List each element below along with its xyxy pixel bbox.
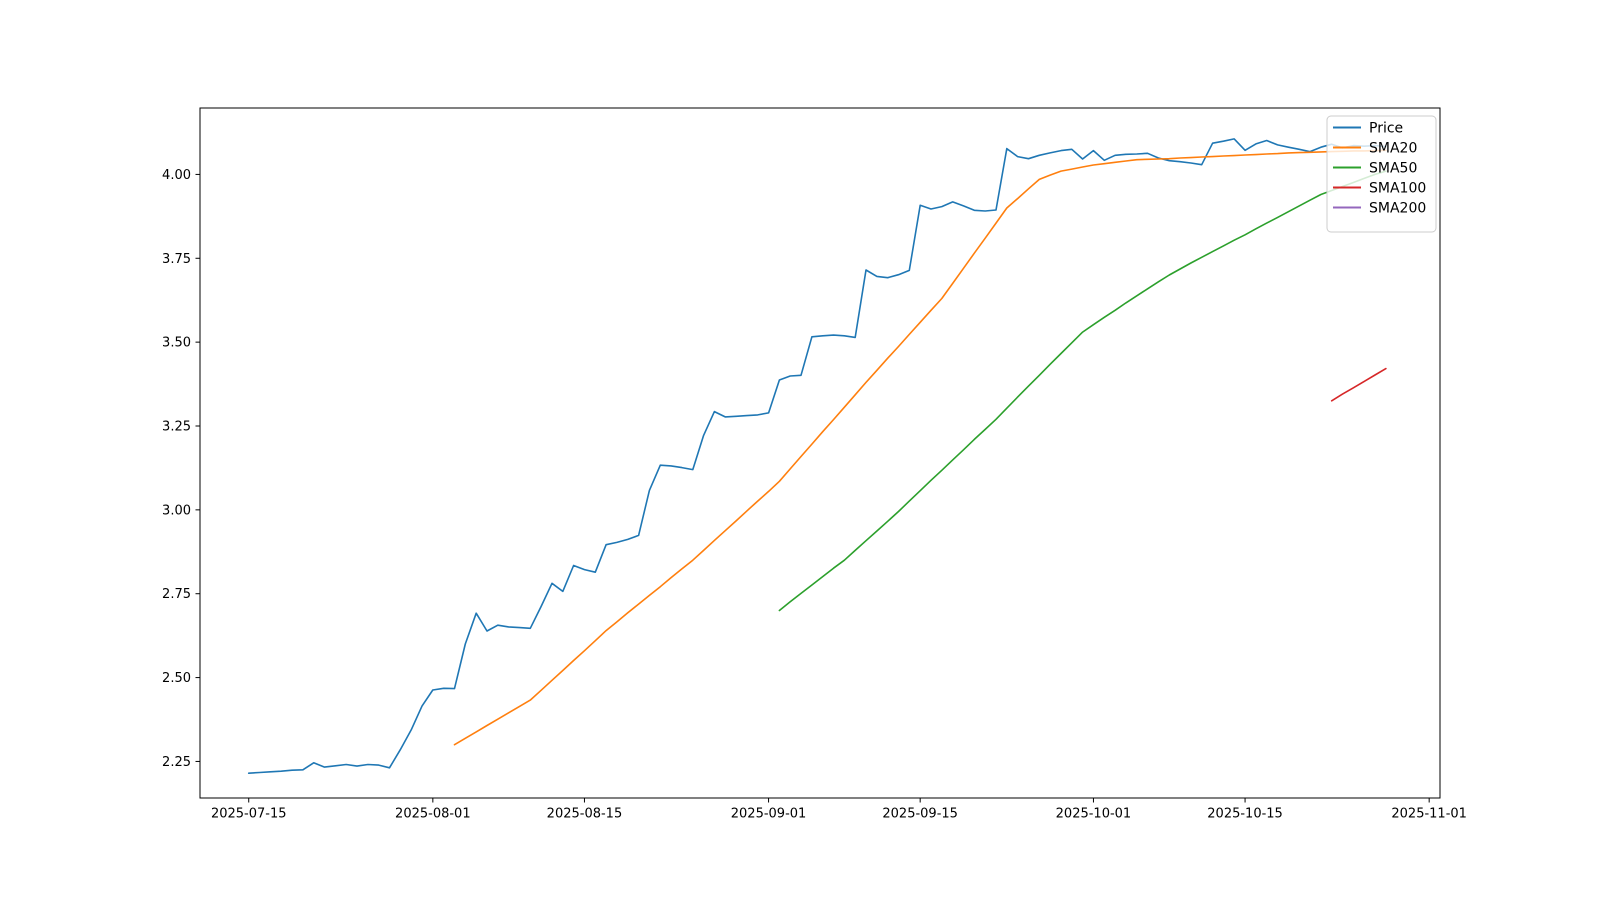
legend-label: SMA100 <box>1369 180 1426 196</box>
legend-label: Price <box>1369 120 1403 136</box>
legend-label: SMA50 <box>1369 160 1417 176</box>
sma50-line <box>778 170 1387 612</box>
sma20-line <box>453 149 1387 746</box>
x-tick-label: 2025-09-15 <box>882 807 958 822</box>
y-tick-label: 3.00 <box>162 503 191 518</box>
plot-area <box>200 108 1440 798</box>
x-tick-label: 2025-10-15 <box>1207 807 1283 822</box>
y-axis: 2.25 2.50 2.75 3.00 3.25 3.50 3.75 4.00 <box>162 168 200 770</box>
y-tick-label: 3.75 <box>162 252 191 267</box>
x-tick-label: 2025-08-01 <box>395 807 471 822</box>
x-tick-label: 2025-10-01 <box>1056 807 1132 822</box>
x-tick-label: 2025-09-01 <box>731 807 807 822</box>
y-tick-label: 2.75 <box>162 587 191 602</box>
legend-label: SMA200 <box>1369 200 1426 216</box>
x-tick-label: 2025-08-15 <box>547 807 623 822</box>
y-tick-label: 2.25 <box>162 755 191 770</box>
x-tick-label: 2025-07-15 <box>211 807 287 822</box>
series-lines <box>247 138 1387 775</box>
sma100-line <box>1330 367 1387 402</box>
y-tick-label: 3.25 <box>162 419 191 434</box>
y-tick-label: 4.00 <box>162 168 191 183</box>
price-line <box>247 138 1387 775</box>
y-tick-label: 2.50 <box>162 671 191 686</box>
plot-border <box>199 107 1441 799</box>
x-tick-label: 2025-11-01 <box>1391 807 1467 822</box>
legend-label: SMA20 <box>1369 140 1417 156</box>
legend: Price SMA20 SMA50 SMA100 SMA200 <box>1326 115 1437 233</box>
x-axis: 2025-07-15 2025-08-01 2025-08-15 2025-09-01… <box>211 798 1467 822</box>
y-tick-label: 3.50 <box>162 336 191 351</box>
legend-box <box>1326 115 1437 233</box>
